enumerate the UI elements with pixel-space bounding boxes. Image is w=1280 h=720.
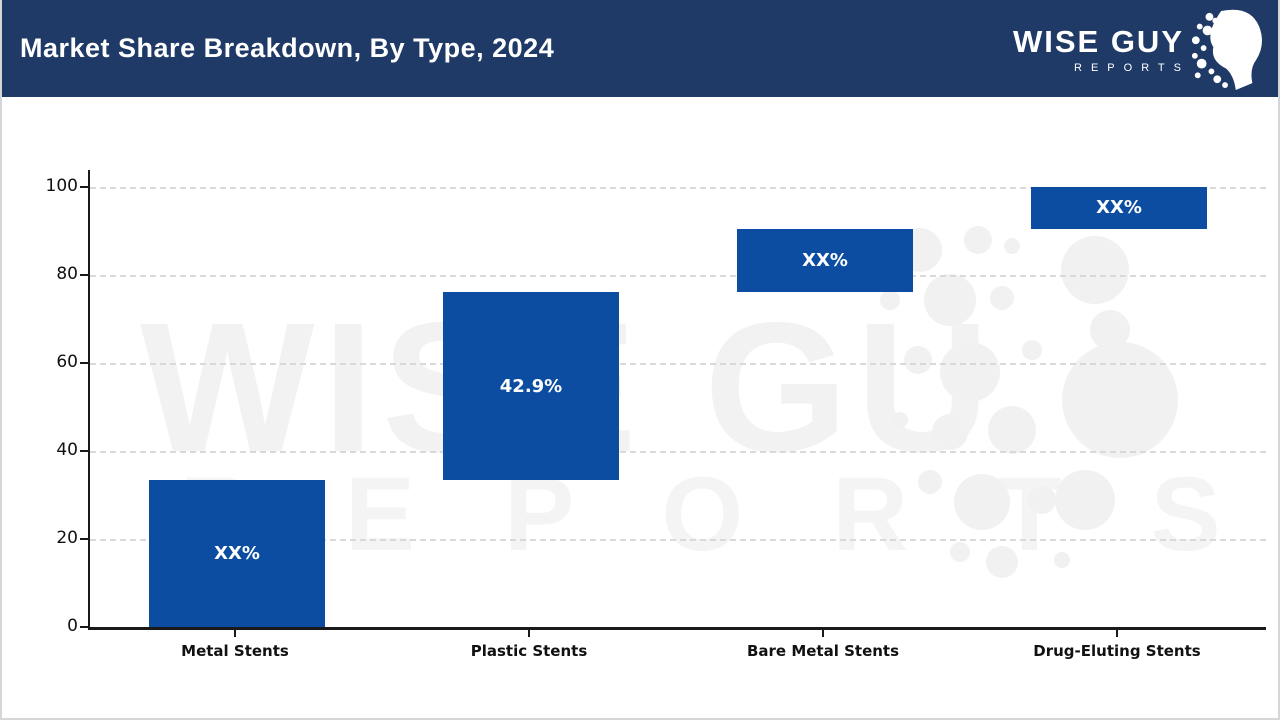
watermark-dot (1090, 310, 1130, 350)
header-bar: Market Share Breakdown, By Type, 2024 WI… (0, 0, 1280, 97)
y-tick-label: 100 (45, 176, 78, 196)
x-category-label: Drug-Eluting Stents (1033, 642, 1201, 660)
y-tick-mark (80, 362, 88, 364)
bar-value-label: XX% (1096, 197, 1142, 219)
grid-line (90, 187, 1266, 189)
x-tick-mark (234, 630, 236, 637)
y-tick-mark (80, 450, 88, 452)
watermark-dot (904, 346, 932, 374)
watermark-dot (1061, 236, 1129, 304)
y-tick-mark (80, 274, 88, 276)
watermark-dot (990, 286, 1014, 310)
plot-area: XX% 42.9% XX% XX% (88, 170, 1266, 630)
watermark-dot (954, 474, 1010, 530)
watermark-dot (1054, 552, 1070, 568)
y-tick-label: 80 (56, 264, 78, 284)
logo-text: WISE GUY REPORTS (1013, 24, 1184, 74)
bar-value-label: XX% (214, 543, 260, 565)
watermark-dot (988, 406, 1036, 454)
watermark-dot (1062, 342, 1178, 458)
bar-value-label: 42.9% (499, 375, 563, 397)
bar-value-label: XX% (802, 249, 848, 271)
chart-title: Market Share Breakdown, By Type, 2024 (20, 33, 555, 63)
y-tick-mark (80, 538, 88, 540)
logo-face-icon (1191, 9, 1262, 90)
y-tick-label: 40 (56, 440, 78, 460)
grid-line (90, 451, 1266, 453)
watermark-dot (1055, 470, 1115, 530)
logo-subtitle: REPORTS (1074, 61, 1190, 74)
bar-segment: XX% (1031, 187, 1207, 229)
watermark-dot (918, 470, 942, 494)
x-tick-mark (1116, 630, 1118, 637)
x-tick-mark (822, 630, 824, 637)
bar-segment: XX% (149, 480, 325, 627)
watermark-dot (880, 290, 900, 310)
grid-line (90, 275, 1266, 277)
watermark-dot (940, 342, 1000, 402)
wise-guy-logo: WISE GUY REPORTS (1013, 7, 1280, 91)
x-category-label: Metal Stents (181, 642, 289, 660)
watermark-reports: R E P O R T S (180, 456, 1251, 573)
x-category-label: Plastic Stents (470, 642, 588, 660)
watermark-dot (932, 414, 968, 450)
watermark-dot (986, 546, 1018, 578)
x-category-label: Bare Metal Stents (746, 642, 900, 660)
y-tick-mark (80, 626, 88, 628)
y-tick-label: 60 (56, 352, 78, 372)
y-tick-label: 0 (67, 616, 78, 636)
watermark-dot (1022, 340, 1042, 360)
grid-line (90, 363, 1266, 365)
grid-line (90, 539, 1266, 541)
watermark-dot (1004, 238, 1020, 254)
logo-wordmark: WISE GUY (1012, 23, 1184, 59)
y-tick-label: 20 (56, 528, 78, 548)
watermark-dot (1028, 486, 1056, 514)
x-tick-mark (528, 630, 530, 637)
watermark-dot (892, 412, 908, 428)
y-tick-mark (80, 186, 88, 188)
watermark-dot (964, 226, 992, 254)
bar-segment: XX% (737, 228, 913, 292)
bar-segment: 42.9% (443, 291, 619, 481)
watermark-dot (950, 542, 970, 562)
watermark-dot (924, 274, 976, 326)
